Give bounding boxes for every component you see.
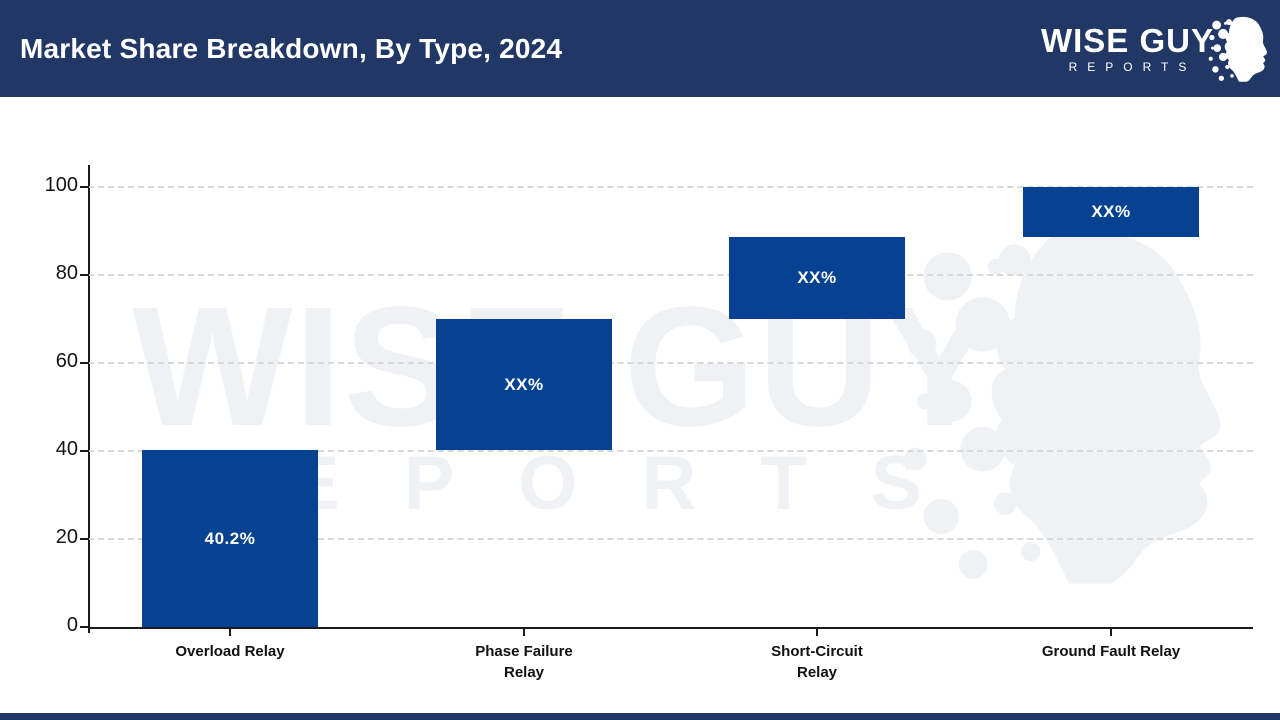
brand-name: WISE GUY xyxy=(1040,22,1214,59)
brand-subtitle: REPORTS xyxy=(1068,60,1197,74)
gridline-80 xyxy=(88,274,1253,276)
bar-value-label: XX% xyxy=(797,268,837,288)
y-tick-mark xyxy=(80,538,89,540)
y-tick-label: 60 xyxy=(55,350,78,372)
chart-title: Market Share Breakdown, By Type, 2024 xyxy=(20,32,563,64)
x-axis-line xyxy=(88,627,1253,629)
bar-4 xyxy=(1023,187,1199,238)
bar-value-label: XX% xyxy=(504,374,544,394)
x-category-label-line: Ground Fault Relay xyxy=(1041,643,1181,660)
header-bar: Market Share Breakdown, By Type, 2024 WI… xyxy=(0,0,1280,97)
bar-1 xyxy=(142,450,318,627)
x-category-label: Phase Failure Relay xyxy=(404,641,644,683)
y-tick-mark xyxy=(80,274,89,276)
x-category-label-line: Phase Failure xyxy=(475,643,573,660)
y-tick-mark xyxy=(80,362,89,364)
x-category-label: Overload Relay xyxy=(110,641,350,662)
y-tick-mark xyxy=(80,626,89,628)
y-axis-line xyxy=(88,165,90,633)
bar-value-label: XX% xyxy=(1091,202,1131,222)
x-tick-mark xyxy=(1110,629,1112,636)
gridline-100 xyxy=(88,186,1253,188)
bar-value-label: 40.2% xyxy=(204,528,256,548)
x-category-label-line: Overload Relay xyxy=(175,643,285,660)
brand-logo-text: WISE GUY REPORTS xyxy=(1041,24,1214,73)
gridline-20 xyxy=(88,538,1253,540)
x-category-label: Ground Fault Relay xyxy=(991,641,1231,662)
y-tick-mark xyxy=(80,450,89,452)
bar-3 xyxy=(729,237,905,319)
brand-logo: WISE GUY REPORTS xyxy=(1041,11,1280,87)
x-category-label: Short-Circuit Relay xyxy=(697,641,937,683)
y-tick-label: 80 xyxy=(55,262,78,284)
gridline-60 xyxy=(88,362,1253,364)
y-tick-label: 20 xyxy=(55,526,78,548)
y-tick-label: 0 xyxy=(66,614,78,636)
bar-2 xyxy=(436,319,612,451)
y-tick-mark xyxy=(80,186,89,188)
y-tick-label: 40 xyxy=(55,438,78,460)
x-category-label-line: Short-Circuit xyxy=(771,643,863,660)
y-tick-label: 100 xyxy=(44,174,78,196)
x-tick-mark xyxy=(816,629,818,636)
x-category-label-line: Relay xyxy=(503,664,545,681)
x-tick-mark xyxy=(523,629,525,636)
x-tick-mark xyxy=(229,629,231,636)
gridline-40 xyxy=(88,450,1253,452)
footer-bar xyxy=(0,713,1280,720)
x-category-label-line: Relay xyxy=(796,664,838,681)
brand-head-icon xyxy=(1206,11,1268,87)
